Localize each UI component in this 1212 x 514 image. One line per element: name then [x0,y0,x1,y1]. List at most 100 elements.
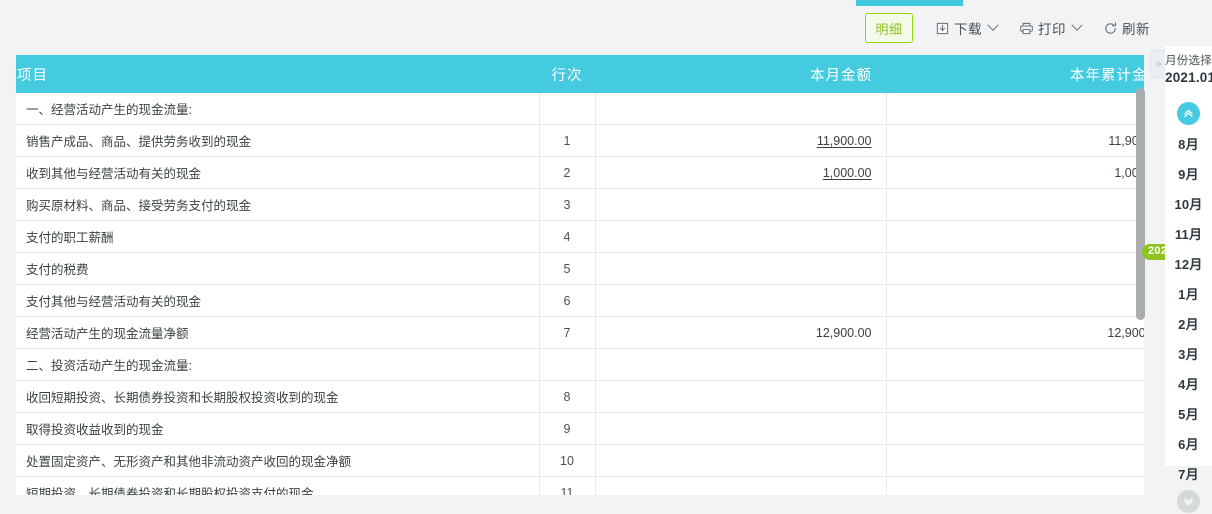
month-list-item[interactable]: 6月 [1178,437,1199,452]
cell-month-amount [595,444,887,477]
cell-item: 经营活动产生的现金流量净额 [16,316,540,349]
column-header-month-amount[interactable]: 本月金额 [595,55,886,93]
cell-line-number: 9 [539,412,596,445]
cell-month-amount [595,476,887,495]
month-list-item[interactable]: 3月 [1178,347,1199,362]
cell-item: 销售产成品、商品、提供劳务收到的现金 [16,124,540,157]
cell-line-number: 8 [539,380,596,413]
cell-year-amount: 1,000.00 [886,156,1144,189]
cell-year-amount [886,412,1144,445]
report-toolbar: 明细 下载 [0,6,1212,50]
cell-item: 短期投资、长期债券投资和长期股权投资支付的现金 [16,476,540,495]
month-list-item[interactable]: 7月 [1178,467,1199,482]
cell-year-amount [886,252,1144,285]
month-list-item[interactable]: 4月 [1178,377,1199,392]
cell-month-amount [595,380,887,413]
chevron-down-icon [987,19,999,31]
table-row[interactable]: 二、投资活动产生的现金流量: [16,348,1144,381]
cell-line-number: 7 [539,316,596,349]
panel-collapse-handle[interactable]: » [1150,50,1166,78]
refresh-button[interactable]: 刷新 [1103,18,1150,38]
month-list: 8月 9月 10月 11月 12月 1月 2月 3月 4月 5月 6月 7月 [1165,130,1212,490]
cell-year-amount [886,284,1144,317]
download-button[interactable]: 下载 [935,18,999,38]
cell-month-amount [595,188,887,221]
month-list-item[interactable]: 10月 [1174,197,1203,212]
column-header-line[interactable]: 行次 [539,55,595,93]
month-list-item[interactable]: 11月 [1174,227,1203,242]
cell-line-number: 6 [539,284,596,317]
cell-month-amount [595,348,887,381]
month-panel-current-value[interactable]: 2021.01 [1165,70,1212,85]
cell-month-amount [595,93,887,125]
cell-line-number [539,348,596,381]
refresh-label: 刷新 [1122,22,1150,37]
table-row[interactable]: 支付的税费 5 [16,252,1144,285]
month-panel-title: 月份选择 [1165,55,1212,67]
table-row[interactable]: 支付的职工薪酬 4 [16,220,1144,253]
month-list-item[interactable]: 12月 [1174,257,1203,272]
month-amount-value: 12,900.00 [815,325,872,340]
year-amount-value: 11,900.00 [1108,133,1144,148]
table-row[interactable]: 一、经营活动产生的现金流量: [16,93,1144,125]
table-scrollbar-thumb[interactable] [1136,88,1145,320]
table-row[interactable]: 取得投资收益收到的现金 9 [16,412,1144,445]
cell-item: 收到其他与经营活动有关的现金 [16,156,540,189]
month-list-item[interactable]: 2月 [1178,317,1199,332]
cell-item: 处置固定资产、无形资产和其他非流动资产收回的现金净额 [16,444,540,477]
table-row[interactable]: 支付其他与经营活动有关的现金 6 [16,284,1144,317]
cell-item: 一、经营活动产生的现金流量: [16,93,540,125]
month-list-item[interactable]: 1月 [1178,287,1199,302]
cash-flow-report-table: 项目 行次 本月金额 本年累计金额 一、经营活动产生的现金流量:销售产成品、商品… [16,55,1144,495]
table-row[interactable]: 短期投资、长期债券投资和长期股权投资支付的现金 11 [16,476,1144,495]
cell-month-amount: 11,900.00 [595,124,887,157]
download-label: 下载 [954,22,982,37]
cell-month-amount [595,284,887,317]
cell-line-number: 4 [539,220,596,253]
cell-line-number: 5 [539,252,596,285]
cell-year-amount [886,444,1144,477]
month-selector-panel: 月份选择 2021.01 8月 9月 10月 11月 12月 1月 2月 3月 4月 5月 6月 7月 [1165,46,1212,513]
table-row[interactable]: 收回短期投资、长期债券投资和长期股权投资收到的现金 8 [16,380,1144,413]
cell-item: 收回短期投资、长期债券投资和长期股权投资收到的现金 [16,380,540,413]
month-list-item[interactable]: 8月 [1178,137,1199,152]
month-list-item[interactable]: 5月 [1178,407,1199,422]
double-chevron-up-icon[interactable] [1177,102,1200,125]
active-tab-accent-bar [856,0,963,6]
double-chevron-down-icon[interactable] [1177,490,1200,513]
column-header-year-amount[interactable]: 本年累计金额 [886,55,1144,93]
print-button[interactable]: 打印 [1019,18,1083,38]
cell-month-amount [595,220,887,253]
cell-line-number: 2 [539,156,596,189]
table-body: 一、经营活动产生的现金流量: 销售产成品、商品、提供劳务收到的现金 1 11,900.… [16,93,1144,495]
month-list-item[interactable]: 9月 [1178,167,1199,182]
month-amount-link[interactable]: 1,000.00 [822,165,872,180]
refresh-icon [1103,21,1118,36]
cell-item: 二、投资活动产生的现金流量: [16,348,540,381]
cell-year-amount [886,220,1144,253]
cell-year-amount: 11,900.00 [886,124,1144,157]
cell-item: 支付的税费 [16,252,540,285]
cell-line-number: 1 [539,124,596,157]
cell-month-amount: 12,900.00 [595,316,887,349]
cell-line-number: 11 [539,476,596,495]
download-icon [935,21,950,36]
cell-year-amount [886,476,1144,495]
cell-item: 支付其他与经营活动有关的现金 [16,284,540,317]
detail-button[interactable]: 明细 [865,13,913,43]
column-header-item[interactable]: 项目 [16,55,539,93]
table-row[interactable]: 处置固定资产、无形资产和其他非流动资产收回的现金净额 10 [16,444,1144,477]
cash-flow-report-table-container: 项目 行次 本月金额 本年累计金额 一、经营活动产生的现金流量:销售产成品、商品… [16,55,1144,495]
month-panel-divider [1165,90,1212,102]
cell-month-amount: 1,000.00 [595,156,887,189]
table-header: 项目 行次 本月金额 本年累计金额 [16,55,1144,93]
chevron-down-icon [1071,19,1083,31]
cell-year-amount [886,348,1144,381]
table-row[interactable]: 购买原材料、商品、接受劳务支付的现金 3 [16,188,1144,221]
month-amount-link[interactable]: 11,900.00 [816,133,872,148]
cell-item: 取得投资收益收到的现金 [16,412,540,445]
